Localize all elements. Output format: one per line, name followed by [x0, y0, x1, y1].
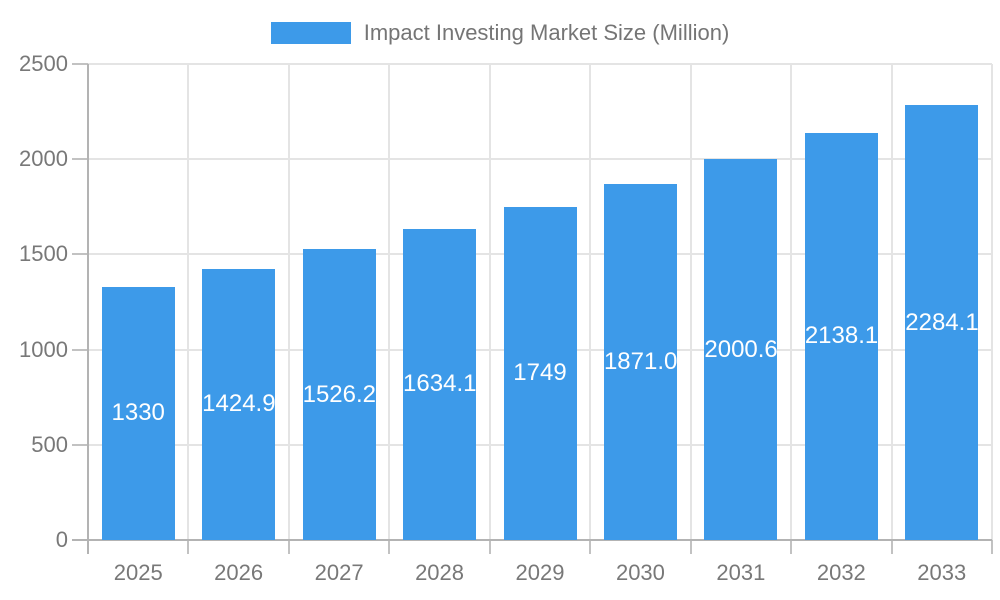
bar-2032[interactable] [804, 132, 878, 540]
bar-value-label-2031: 2000.62 [704, 335, 778, 363]
x-tick-1 [187, 540, 190, 554]
y-axis-label-2000: 2000 [19, 146, 68, 172]
bar-2025[interactable] [101, 286, 175, 540]
bar-2030[interactable] [603, 183, 677, 540]
legend-label: Impact Investing Market Size (Million) [363, 20, 730, 45]
legend-swatch [270, 22, 351, 44]
bar-2029[interactable] [503, 206, 577, 540]
x-tick-8 [890, 540, 893, 554]
x-axis-label-2030: 2030 [615, 560, 665, 585]
y-tick-1000 [72, 348, 88, 351]
bar-2028[interactable] [403, 228, 477, 540]
y-axis-label-1000: 1000 [19, 336, 68, 362]
x-axis-line [72, 539, 992, 541]
gridline-v-2 [287, 64, 290, 540]
gridline-h-2000 [88, 158, 992, 161]
x-tick-4 [488, 540, 491, 554]
x-axis-label-2028: 2028 [415, 560, 465, 585]
bar-value-label-2025: 1330 [111, 399, 165, 427]
bar-value-label-2028: 1634.17 [403, 370, 477, 398]
bar-2033[interactable] [905, 105, 979, 540]
bar-value-label-2027: 1526.25 [302, 380, 376, 408]
y-axis-label-0: 0 [55, 527, 68, 552]
x-axis-label-2029: 2029 [515, 560, 565, 585]
y-axis-label-500: 500 [31, 431, 68, 457]
bar-value-label-2029: 1749 [513, 359, 567, 387]
y-axis-label-2500: 2500 [19, 51, 68, 76]
bar-2026[interactable] [202, 268, 276, 540]
bar-value-label-2030: 1871.03 [603, 347, 677, 375]
x-axis-label-2031: 2031 [716, 560, 766, 585]
y-axis-label-1500: 1500 [19, 241, 68, 267]
x-tick-3 [388, 540, 391, 554]
legend[interactable]: Impact Investing Market Size (Million) [0, 21, 1000, 45]
y-tick-500 [72, 443, 88, 446]
y-axis-line [87, 64, 89, 554]
y-tick-1500 [72, 253, 88, 256]
gridline-v-7 [790, 64, 793, 540]
x-axis-label-2033: 2033 [917, 560, 967, 585]
x-tick-5 [589, 540, 592, 554]
x-tick-9 [991, 540, 993, 554]
x-tick-7 [790, 540, 793, 554]
x-axis-label-2025: 2025 [113, 560, 163, 585]
bar-value-label-2033: 2284.1 [905, 308, 979, 336]
gridline-v-1 [187, 64, 190, 540]
gridline-h-2500 [88, 63, 992, 65]
x-axis-label-2032: 2032 [816, 560, 866, 585]
x-axis-label-2027: 2027 [314, 560, 364, 585]
y-tick-2500 [72, 63, 88, 65]
gridline-v-3 [388, 64, 391, 540]
gridline-v-4 [488, 64, 491, 540]
bar-2031[interactable] [704, 159, 778, 540]
x-tick-2 [287, 540, 290, 554]
gridline-v-6 [689, 64, 692, 540]
gridline-v-8 [890, 64, 893, 540]
bar-2027[interactable] [302, 249, 376, 540]
x-tick-6 [689, 540, 692, 554]
bar-value-label-2026: 1424.95 [202, 390, 276, 418]
gridline-v-9 [991, 64, 993, 540]
gridline-v-5 [589, 64, 592, 540]
x-axis-label-2026: 2026 [214, 560, 264, 585]
y-tick-2000 [72, 158, 88, 161]
bar-value-label-2032: 2138.18 [804, 322, 878, 350]
